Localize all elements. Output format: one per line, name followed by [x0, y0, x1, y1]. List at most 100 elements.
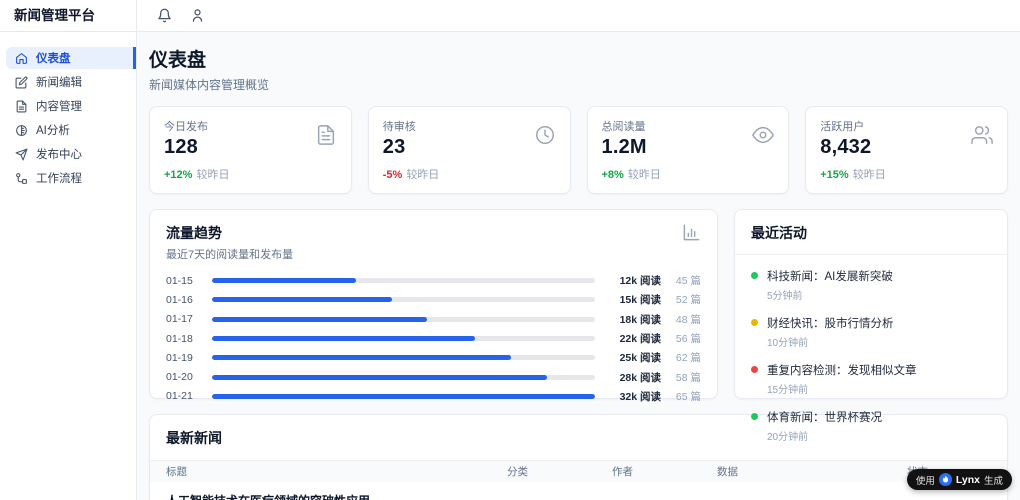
clock-icon: [534, 124, 556, 182]
sidebar-item-news-edit[interactable]: 新闻编辑: [0, 71, 136, 93]
traffic-date-label: 01-21: [166, 390, 193, 403]
status-dot-icon: [751, 319, 758, 326]
traffic-bar-fill: [212, 278, 356, 284]
stat-delta-note: 较昨日: [406, 169, 440, 181]
traffic-articles-label: 45 篇: [675, 275, 701, 288]
stat-delta-value: +8%: [601, 169, 624, 181]
sidebar-item-workflow[interactable]: 工作流程: [0, 167, 136, 189]
stat-label: 今日发布: [164, 121, 208, 133]
news-row-title: 人工智能技术在医疗领域的突破性应用: [166, 492, 507, 500]
workflow-icon: [14, 171, 28, 185]
sidebar-item-publish-center[interactable]: 发布中心: [0, 143, 136, 165]
traffic-title: 流量趋势: [166, 225, 222, 241]
content: 仪表盘 新闻媒体内容管理概览 今日发布 128 +12% 较昨日: [137, 32, 1020, 500]
activity-text: 财经快讯：股市行情分析: [767, 318, 894, 330]
traffic-bar-fill: [212, 374, 548, 380]
stat-value: 128: [164, 136, 198, 158]
lynx-badge-prefix: 使用: [915, 475, 935, 487]
users-icon: [971, 124, 993, 182]
traffic-reads-label: 28k 阅读: [619, 371, 661, 384]
activity-item: 科技新闻：AI发展新突破 5分钟前: [751, 268, 991, 302]
traffic-bar-fill: [212, 297, 392, 303]
sidebar-item-label: AI分析: [36, 125, 70, 137]
lynx-badge-suffix: 生成: [983, 475, 1003, 487]
traffic-date-label: 01-16: [166, 293, 193, 306]
recent-activity-card: 最近活动 科技新闻：AI发展新突破 5分钟前 财经快讯：股市行情分析 10分钟前…: [734, 209, 1008, 443]
stat-card-active-users: 活跃用户 8,432 +15% 较昨日: [805, 106, 1008, 194]
stat-value: 8,432: [820, 136, 872, 158]
traffic-date-label: 01-19: [166, 351, 193, 364]
stat-value: 23: [382, 136, 406, 158]
traffic-date-label: 01-20: [166, 371, 193, 384]
traffic-bar-fill: [212, 316, 428, 322]
app-title: 新闻管理平台: [0, 0, 136, 32]
traffic-trend-card: 流量趋势 最近7天的阅读量和发布量 01-15 12k 阅读 45 篇 01-1…: [149, 209, 718, 403]
stat-delta-value: +12%: [164, 169, 193, 181]
activity-text: 科技新闻：AI发展新突破: [767, 271, 893, 283]
traffic-row: 01-16 15k 阅读 52 篇: [166, 290, 701, 309]
news-table-header: 标题 分类 作者 数据 状态: [150, 461, 1007, 482]
lynx-badge-brand: Lynx: [955, 473, 980, 486]
stat-value: 1.2M: [601, 136, 647, 158]
traffic-row: 01-20 28k 阅读 58 篇: [166, 367, 701, 386]
traffic-row: 01-21 32k 阅读 65 篇: [166, 387, 701, 406]
status-dot-icon: [751, 366, 758, 373]
user-icon[interactable]: [190, 8, 205, 23]
lynx-attribution-badge[interactable]: 使用 Lynx 生成: [906, 469, 1012, 490]
traffic-bar-fill: [212, 355, 512, 361]
activity-text: 重复内容检测：发现相似文章: [767, 365, 917, 377]
activity-item: 财经快讯：股市行情分析 10分钟前: [751, 315, 991, 349]
news-title: 最新新闻: [166, 430, 222, 446]
col-title: 标题: [166, 466, 187, 478]
stat-label: 活跃用户: [820, 121, 865, 133]
traffic-bar-track: [212, 393, 595, 399]
traffic-articles-label: 48 篇: [675, 313, 701, 326]
activity-item: 体育新闻：世界杯赛况 20分钟前: [751, 409, 991, 443]
eye-icon: [752, 124, 775, 182]
traffic-articles-label: 65 篇: [675, 390, 701, 403]
traffic-reads-label: 32k 阅读: [619, 390, 661, 403]
col-author: 作者: [612, 466, 633, 478]
traffic-bar-track: [212, 355, 595, 361]
traffic-bar-fill: [212, 336, 476, 342]
activity-time: 20分钟前: [767, 432, 809, 443]
traffic-bar-fill: [212, 393, 595, 399]
topbar: [137, 0, 1020, 32]
traffic-bar-track: [212, 316, 595, 322]
traffic-bar-track: [212, 374, 595, 380]
activity-time: 15分钟前: [767, 385, 809, 396]
page-title: 仪表盘: [149, 50, 207, 71]
sidebar-item-label: 发布中心: [36, 149, 82, 161]
sidebar-item-ai-analysis[interactable]: AI分析: [0, 119, 136, 141]
stat-cards: 今日发布 128 +12% 较昨日 待审核 23 -5% 较昨日: [149, 106, 1008, 194]
traffic-bar-track: [212, 278, 595, 284]
stat-delta-note: 较昨日: [852, 169, 886, 181]
activity-time: 10分钟前: [767, 338, 809, 349]
traffic-articles-label: 58 篇: [675, 371, 701, 384]
stat-delta-note: 较昨日: [196, 169, 230, 181]
news-table-row[interactable]: 人工智能技术在医疗领域的突破性应用 2小时前 科技 张记者 1234 56 已发…: [150, 482, 1007, 500]
sidebar-item-content-mgmt[interactable]: 内容管理: [0, 95, 136, 117]
stat-delta: +12% 较昨日: [164, 166, 229, 182]
traffic-bar-track: [212, 297, 595, 303]
traffic-reads-label: 22k 阅读: [619, 333, 661, 346]
stat-delta: +15% 较昨日: [820, 166, 885, 182]
traffic-reads-label: 15k 阅读: [619, 294, 661, 307]
sidebar: 新闻管理平台 仪表盘 新闻编辑 内容管理: [0, 0, 137, 500]
activity-title: 最近活动: [751, 225, 807, 241]
send-icon: [14, 147, 28, 161]
contrast-icon: [14, 123, 28, 137]
traffic-articles-label: 62 篇: [675, 352, 701, 365]
traffic-date-label: 01-17: [166, 313, 193, 326]
sidebar-item-label: 新闻编辑: [36, 77, 82, 89]
activity-text: 体育新闻：世界杯赛况: [767, 412, 882, 424]
col-data: 数据: [717, 466, 738, 478]
lynx-logo-icon: [938, 473, 952, 486]
activity-time: 5分钟前: [767, 291, 803, 302]
bell-icon[interactable]: [157, 8, 172, 23]
sidebar-item-dashboard[interactable]: 仪表盘: [6, 47, 136, 69]
stat-card-total-reads: 总阅读量 1.2M +8% 较昨日: [586, 106, 790, 194]
stat-delta: -5% 较昨日: [383, 166, 440, 182]
stat-card-pending-review: 待审核 23 -5% 较昨日: [367, 106, 571, 194]
